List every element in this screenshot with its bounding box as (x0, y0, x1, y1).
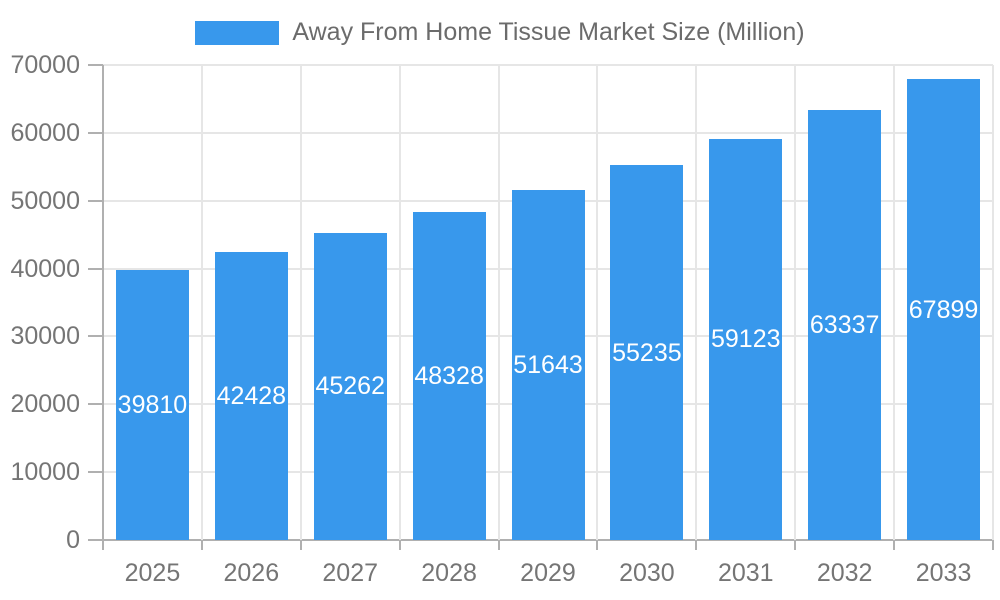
y-axis-line (102, 65, 104, 540)
bar-2025[interactable]: 39810 (115, 269, 189, 540)
x-axis-tick (596, 540, 599, 550)
x-axis-tick (299, 540, 302, 550)
gridline-vertical (695, 65, 698, 540)
gridline-horizontal (103, 131, 993, 134)
gridline-horizontal (103, 64, 993, 66)
bar-2028[interactable]: 48328 (412, 212, 486, 540)
gridline-vertical (497, 65, 500, 540)
bar-2029[interactable]: 51643 (511, 189, 585, 540)
y-axis-tick (88, 199, 103, 202)
y-axis-label: 50000 (10, 186, 80, 215)
x-axis-tick (794, 540, 797, 550)
y-axis-tick (88, 267, 103, 270)
x-axis-label-2029: 2029 (520, 559, 576, 587)
x-axis-label-2028: 2028 (421, 559, 477, 587)
bar-value-label: 59123 (711, 325, 781, 354)
bar-value-label: 48328 (414, 362, 484, 391)
x-axis-tick (893, 540, 896, 550)
gridline-vertical (992, 65, 994, 540)
gridline-vertical (596, 65, 599, 540)
gridline-vertical (398, 65, 401, 540)
y-axis-label: 10000 (10, 458, 80, 487)
bar-value-label: 55235 (612, 338, 682, 367)
x-axis-label-2025: 2025 (124, 559, 181, 587)
x-axis-tick (497, 540, 500, 550)
x-axis-tick (102, 540, 104, 550)
y-axis-label: 30000 (10, 322, 80, 351)
x-axis-tick (992, 540, 994, 550)
gridline-vertical (893, 65, 896, 540)
x-axis-label-2030: 2030 (619, 559, 675, 587)
y-axis-tick (88, 131, 103, 134)
plot-area: 0 10000 20000 30000 40000 50000 60000 70000 3981… (10, 51, 994, 587)
y-axis-tick (88, 403, 103, 406)
bar-value-label: 63337 (809, 311, 880, 340)
x-axis-line (103, 539, 993, 541)
gridline-vertical (200, 65, 203, 540)
bar-2026[interactable]: 42428 (214, 252, 288, 540)
x-axis-label-2026: 2026 (223, 559, 280, 587)
bar-2027[interactable]: 45262 (313, 232, 387, 540)
bar-value-label: 51643 (513, 350, 583, 379)
y-axis-label: 60000 (10, 118, 80, 147)
bar-2031[interactable]: 59123 (709, 138, 783, 540)
x-axis-tick (398, 540, 401, 550)
gridline-vertical (299, 65, 302, 540)
x-axis-tick (200, 540, 203, 550)
bar-2033[interactable]: 67899 (907, 79, 981, 540)
y-axis-tick (88, 471, 103, 474)
x-axis-label-2033: 2033 (915, 559, 972, 587)
legend-label: Away From Home Tissue Market Size (Milli… (292, 18, 805, 46)
y-axis-tick (88, 539, 103, 541)
bar-2032[interactable]: 63337 (808, 110, 882, 540)
x-axis-label-2032: 2032 (816, 559, 873, 587)
y-axis-label: 20000 (10, 390, 80, 419)
x-axis-label-2027: 2027 (322, 559, 379, 587)
bar-value-label: 67899 (908, 295, 979, 324)
y-axis-tick (88, 335, 103, 338)
bar-value-label: 39810 (117, 390, 188, 419)
bar-2030[interactable]: 55235 (610, 165, 684, 540)
chart-legend[interactable]: Away From Home Tissue Market Size (Milli… (0, 18, 1000, 47)
gridline-vertical (794, 65, 797, 540)
y-axis-label: 40000 (10, 254, 80, 283)
y-axis-label: 0 (66, 526, 80, 554)
y-axis-tick (88, 64, 103, 66)
y-axis-label: 70000 (10, 51, 80, 79)
legend-swatch-icon (195, 20, 280, 45)
bar-value-label: 42428 (216, 382, 287, 411)
x-axis-label-2031: 2031 (717, 559, 774, 587)
x-axis-tick (695, 540, 698, 550)
bar-value-label: 45262 (315, 372, 385, 401)
